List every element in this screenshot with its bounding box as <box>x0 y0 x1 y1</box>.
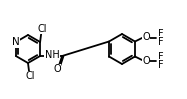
Text: F: F <box>158 29 164 39</box>
Text: O: O <box>53 64 61 74</box>
Text: O: O <box>142 31 150 41</box>
Text: N: N <box>12 37 20 47</box>
Text: F: F <box>158 37 164 47</box>
Text: Cl: Cl <box>25 71 35 81</box>
Text: F: F <box>158 51 164 61</box>
Text: F: F <box>158 59 164 69</box>
Text: O: O <box>142 57 150 67</box>
Text: NH: NH <box>45 50 59 60</box>
Text: Cl: Cl <box>37 24 47 34</box>
